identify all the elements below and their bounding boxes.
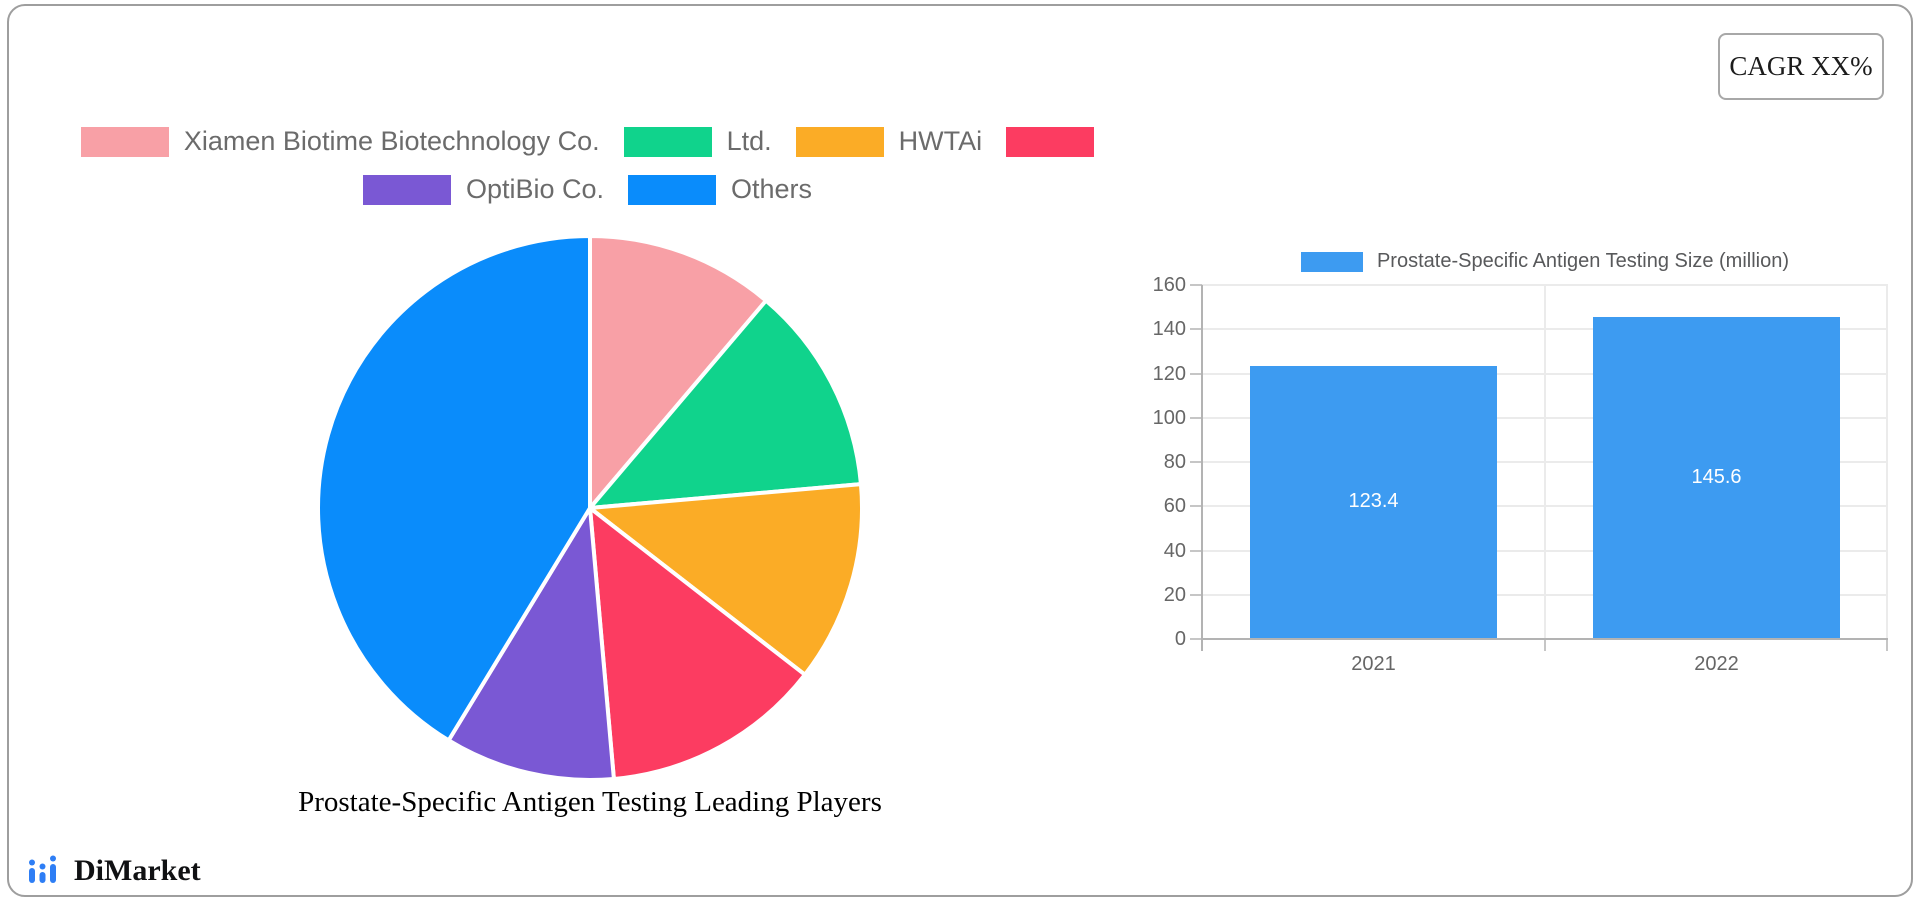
- legend-item-label: Xiamen Biotime Biotechnology Co.: [183, 126, 600, 156]
- pie-slice: [588, 234, 768, 510]
- y-axis-tick: [1190, 416, 1202, 419]
- pie-slice: [446, 506, 616, 782]
- legend-item: Others: [628, 174, 812, 205]
- plot-right-border: [1886, 285, 1888, 639]
- legend-row: OptiBio Co. Others: [362, 174, 812, 205]
- bar: [1250, 365, 1497, 639]
- y-axis-tick: [1190, 505, 1202, 508]
- legend-item-label: OptiBio Co.: [465, 174, 605, 204]
- pie-slice: [588, 482, 864, 677]
- y-tick-label: 60: [1163, 495, 1186, 518]
- y-tick-label: 160: [1152, 274, 1186, 296]
- legend-item-label: Others: [731, 174, 813, 204]
- bar-value-label: 123.4: [1348, 490, 1399, 513]
- y-tick-label: 100: [1152, 406, 1186, 429]
- gridline-vertical: [1544, 285, 1546, 639]
- y-axis-line: [1201, 285, 1203, 651]
- legend-item: Xiamen Biotime Biotechnology Co.: [80, 126, 600, 157]
- y-tick-label: 0: [1174, 628, 1186, 650]
- x-axis-line: [1202, 638, 1888, 640]
- y-axis-tick: [1190, 461, 1202, 463]
- cagr-badge: CAGR XX%: [1718, 33, 1884, 100]
- legend-item-label: Ltd.: [726, 126, 772, 156]
- legend-item: Ltd.: [623, 126, 772, 157]
- y-tick-label: 80: [1163, 451, 1186, 473]
- y-axis-tick: [1190, 593, 1202, 596]
- cagr-label: CAGR XX%: [1729, 51, 1873, 81]
- y-tick-label: 120: [1152, 362, 1186, 385]
- bar-legend-label: Prostate-Specific Antigen Testing Size (…: [1376, 250, 1790, 272]
- bar-chart-icon: [29, 855, 56, 883]
- legend-item-label: HWTAi: [898, 126, 983, 156]
- legend-swatch: [1006, 126, 1095, 157]
- x-axis-tick: [1886, 639, 1888, 651]
- y-tick-label: 40: [1163, 539, 1186, 562]
- bar-chart-legend: Prostate-Specific Antigen Testing Size (…: [1202, 250, 1888, 273]
- legend-item: OptiBio Co.: [362, 174, 605, 205]
- legend-swatch: [80, 126, 169, 157]
- brand-logo: DiMarket: [26, 854, 201, 888]
- legend-swatch: [362, 174, 451, 205]
- x-axis-tick: [1544, 639, 1546, 651]
- y-axis-tick: [1190, 638, 1202, 640]
- pie-chart: [316, 234, 864, 782]
- x-tick-label: 2022: [1694, 653, 1739, 675]
- legend-swatch: [623, 126, 712, 157]
- bar-value-label: 145.6: [1691, 465, 1742, 488]
- legend-item: [1006, 126, 1095, 157]
- legend-row: Xiamen Biotime Biotechnology Co. Ltd. HWTA…: [80, 126, 1095, 157]
- y-tick-label: 20: [1163, 583, 1186, 606]
- legend-swatch: [628, 174, 717, 205]
- bar: [1593, 316, 1840, 639]
- y-axis-tick: [1190, 549, 1202, 552]
- y-axis-tick: [1190, 328, 1202, 331]
- y-axis-tick: [1190, 372, 1202, 375]
- y-axis-tick: [1190, 284, 1202, 286]
- brand-logo-text: DiMarket: [74, 854, 201, 887]
- x-tick-label: 2021: [1351, 653, 1396, 675]
- y-tick-label: 140: [1152, 318, 1186, 341]
- pie-legend: Xiamen Biotime Biotechnology Co. Ltd. HWTA…: [0, 126, 1175, 205]
- pie-slice: [316, 234, 592, 743]
- pie-chart-title: Prostate-Specific Antigen Testing Leadin…: [298, 786, 882, 818]
- bar-legend-swatch: [1300, 251, 1363, 272]
- pie-slice: [588, 506, 807, 781]
- pie-slice: [588, 298, 863, 510]
- legend-swatch: [795, 126, 884, 157]
- legend-item: HWTAi: [795, 126, 983, 157]
